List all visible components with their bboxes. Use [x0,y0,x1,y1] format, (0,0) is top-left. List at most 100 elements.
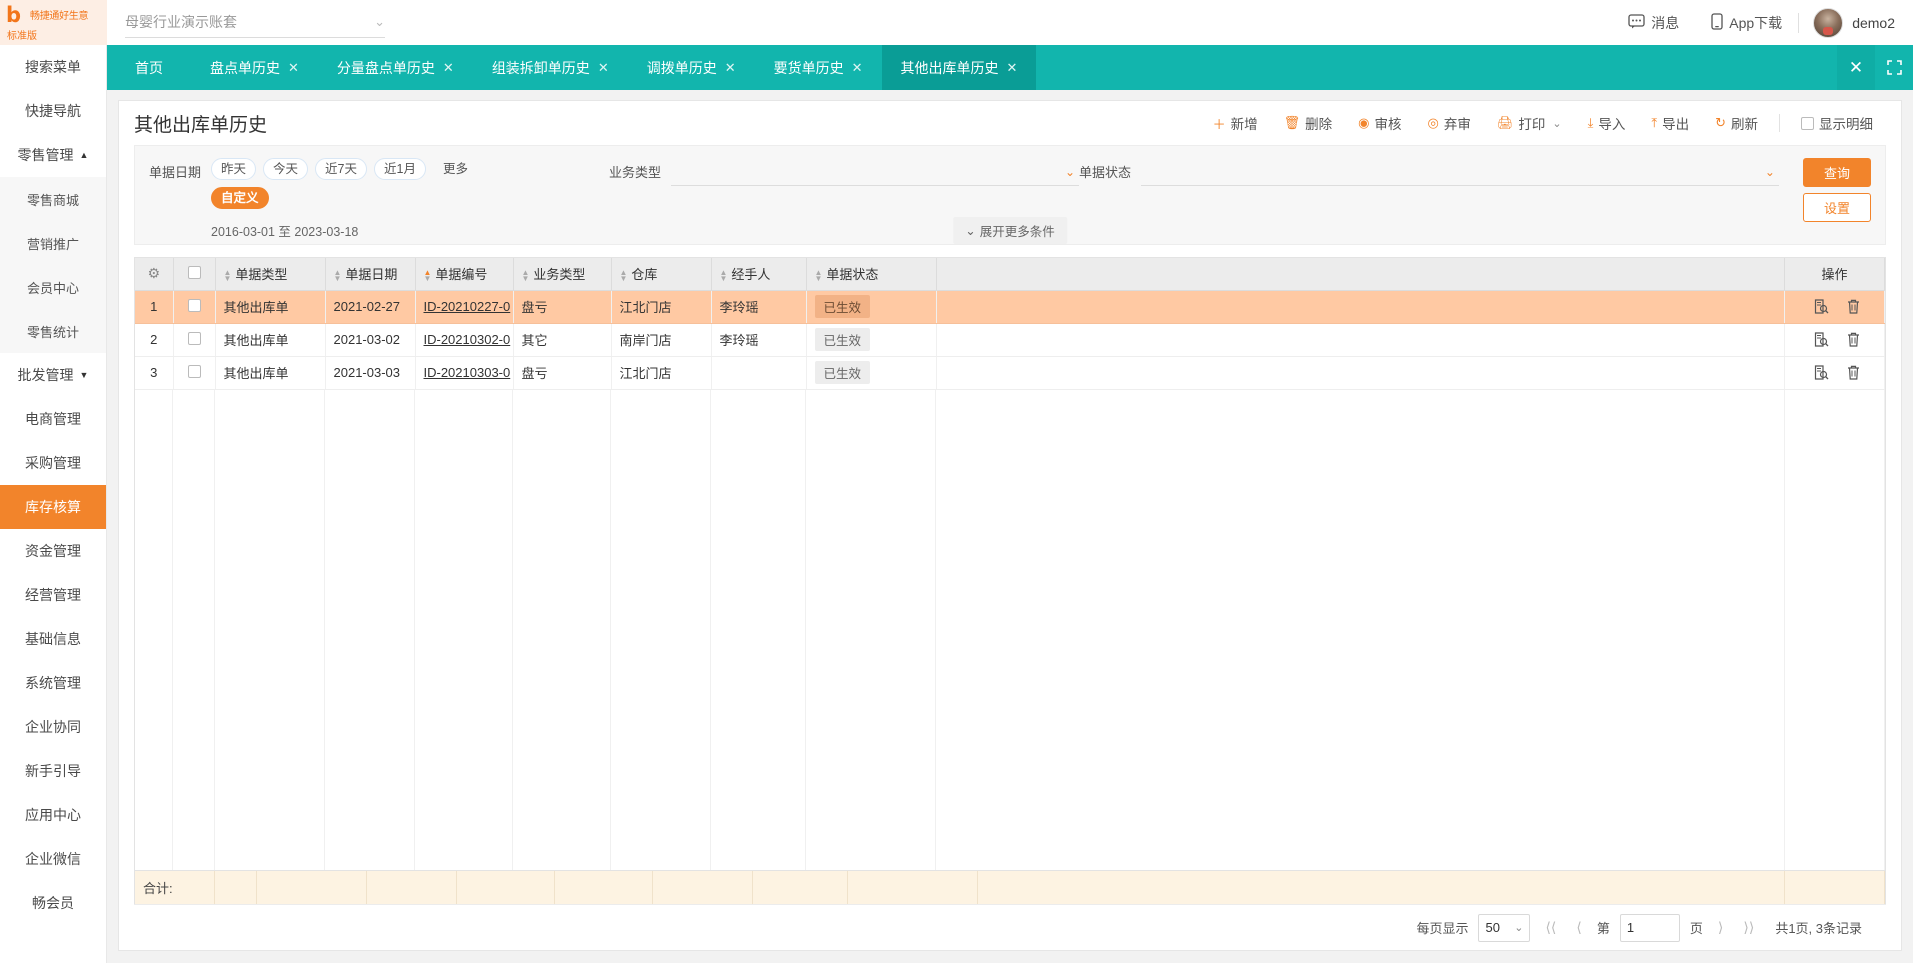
cell-doc-no[interactable]: ID-20210302-0 [415,323,514,357]
next-page-button[interactable]: ⟩ [1717,919,1724,935]
table-row[interactable]: 3 其他出库单 2021-03-03 ID-20210303-0 盘亏 江北门店 已生效 [135,356,1885,390]
last-page-button[interactable]: ⟩⟩ [1743,919,1755,935]
sidebar-item-operation-mgmt[interactable]: 经营管理 [0,573,106,617]
biz-type-select[interactable]: ⌄ [671,158,1079,186]
cell-doc-no[interactable]: ID-20210227-0 [415,290,514,324]
sidebar-item-beginner-guide[interactable]: 新手引导 [0,749,106,793]
table-row[interactable]: 2 其他出库单 2021-03-02 ID-20210302-0 其它 南岸门店 李玲瑶 已生… [135,323,1885,357]
tab-6[interactable]: 其他出库单历史 ✕ [881,45,1037,90]
trash-icon[interactable] [1847,332,1860,347]
row-checkbox[interactable] [173,323,216,357]
column-header-warehouse[interactable]: ▲ ▼ 仓库 [611,258,712,291]
column-header-doc_date[interactable]: ▲ ▼ 单据日期 [325,258,416,291]
tab-close-icon[interactable]: ✕ [1006,59,1018,75]
sidebar-item-retail-mall[interactable]: 零售商城 [0,177,106,221]
date-chip-4[interactable]: 更多 [442,162,468,176]
date-chip-5[interactable]: 自定义 [211,187,269,209]
tab-4[interactable]: 调拨单历史 ✕ [628,45,755,90]
app-download-button[interactable]: App下载 [1695,12,1798,33]
show-detail-checkbox[interactable]: 显示明细 [1788,109,1886,137]
doc-status-select[interactable]: ⌄ [1141,158,1779,186]
sidebar-item-system-mgmt[interactable]: 系统管理 [0,661,106,705]
date-chip-1[interactable]: 今天 [263,158,309,180]
column-header-biz_type[interactable]: ▲ ▼ 业务类型 [513,258,612,291]
page-number-input[interactable]: 1 [1619,913,1680,942]
sidebar-item-app-center[interactable]: 应用中心 [0,793,106,837]
avatar[interactable] [1813,7,1844,38]
tab-5[interactable]: 要货单历史 ✕ [755,45,882,90]
close-all-tabs-button[interactable]: ✕ [1837,45,1875,90]
date-chip-0[interactable]: 昨天 [211,158,257,180]
sort-arrows-icon[interactable]: ▲ ▼ [619,267,628,283]
sidebar-item-marketing[interactable]: 营销推广 [0,221,106,265]
sidebar-item-wholesale-mgmt[interactable]: 批发管理 ▼ [0,353,106,397]
import-button[interactable]: ⤓ 导入 [1575,109,1639,137]
print-button[interactable]: 🖨 打印 ⌄ [1484,109,1575,137]
expand-more-conditions-button[interactable]: ⌄ 展开更多条件 [953,217,1067,244]
trash-icon[interactable] [1847,299,1860,314]
sort-arrows-icon[interactable]: ▲ ▼ [333,267,342,283]
tab-close-icon[interactable]: ✕ [724,59,736,75]
view-detail-icon[interactable] [1814,332,1829,347]
table-row[interactable]: 1 其他出库单 2021-02-27 ID-20210227-0 盘亏 江北门店 李玲瑶 已生… [135,290,1885,324]
date-range-value[interactable]: 2016-03-01 至 2023-03-18 [211,225,359,239]
tab-0[interactable]: 首页 [107,45,191,90]
sort-arrows-icon[interactable]: ▲ ▼ [223,267,232,283]
tab-2[interactable]: 分量盘点单历史 ✕ [318,45,473,90]
sidebar-item-quick-nav[interactable]: 快捷导航 [0,89,106,133]
sort-arrows-icon[interactable]: ▲ ▼ [423,267,432,283]
sort-arrows-icon[interactable]: ▲ ▼ [719,267,728,283]
tab-close-icon[interactable]: ✕ [597,59,609,75]
query-button[interactable]: 查询 [1802,158,1871,187]
column-header-doc_no[interactable]: ▲ ▼ 单据编号 [415,258,514,291]
select-all-checkbox[interactable] [173,258,216,291]
column-header-doc_type[interactable]: ▲ ▼ 单据类型 [215,258,326,291]
sidebar-item-retail-stats[interactable]: 零售统计 [0,309,106,353]
export-button[interactable]: ⤒ 导出 [1638,109,1702,137]
sidebar-item-chang-member[interactable]: 畅会员 [0,881,106,925]
column-header-handler[interactable]: ▲ ▼ 经手人 [711,258,807,291]
fullscreen-icon[interactable] [1875,45,1913,90]
sidebar-item-retail-mgmt[interactable]: 零售管理 ▲ [0,133,106,177]
first-page-button[interactable]: ⟨⟨ [1545,919,1557,935]
sidebar-item-ecommerce-mgmt[interactable]: 电商管理 [0,397,106,441]
sidebar-item-member-center[interactable]: 会员中心 [0,265,106,309]
account-set-select[interactable]: 母婴行业演示账套 ⌄ [125,8,385,38]
view-detail-icon[interactable] [1814,299,1829,314]
doc-no-link[interactable]: ID-20210303-0 [423,365,511,380]
column-header-status[interactable]: ▲ ▼ 单据状态 [806,258,937,291]
page-size-select[interactable]: 50 ⌄ [1478,913,1531,942]
cell-doc-no[interactable]: ID-20210303-0 [415,356,514,390]
sidebar-item-search-menu[interactable]: 搜索菜单 [0,45,106,89]
sidebar-item-fund-mgmt[interactable]: 资金管理 [0,529,106,573]
tab-close-icon[interactable]: ✕ [442,59,454,75]
sidebar-item-enterprise-collab[interactable]: 企业协同 [0,705,106,749]
date-chip-2[interactable]: 近7天 [315,158,367,180]
sidebar-item-inventory-accounting[interactable]: 库存核算 [0,485,106,529]
audit-button[interactable]: ◉ 审核 [1345,109,1414,137]
setting-button[interactable]: 设置 [1802,193,1871,222]
sort-arrows-icon[interactable]: ▲ ▼ [814,267,823,283]
doc-no-link[interactable]: ID-20210302-0 [423,332,511,347]
sidebar-item-purchase-mgmt[interactable]: 采购管理 [0,441,106,485]
doc-no-link[interactable]: ID-20210227-0 [423,299,511,314]
sidebar-item-wecom[interactable]: 企业微信 [0,837,106,881]
row-checkbox[interactable] [173,290,216,324]
tab-close-icon[interactable]: ✕ [288,59,299,75]
tab-1[interactable]: 盘点单历史 ✕ [191,45,318,90]
sidebar-item-basic-info[interactable]: 基础信息 [0,617,106,661]
view-detail-icon[interactable] [1814,365,1829,380]
prev-page-button[interactable]: ⟨ [1576,919,1582,935]
messages-button[interactable]: 消息 [1612,13,1695,33]
chevron-down-icon[interactable]: ⌄ [1552,117,1562,130]
brand-logo[interactable]: b 畅捷通好生意 标准版 [0,0,107,45]
date-chip-3[interactable]: 近1月 [374,158,426,180]
tab-3[interactable]: 组装拆卸单历史 ✕ [473,45,628,90]
tab-close-icon[interactable]: ✕ [851,59,863,75]
row-checkbox[interactable] [173,356,216,390]
delete-button[interactable]: 🗑 删除 [1271,109,1346,137]
sort-arrows-icon[interactable]: ▲ ▼ [521,267,530,283]
unaudit-button[interactable]: ◎ 弃审 [1415,109,1484,137]
add-button[interactable]: ＋ 新增 [1200,109,1271,137]
gear-icon[interactable]: ⚙ [135,258,174,291]
